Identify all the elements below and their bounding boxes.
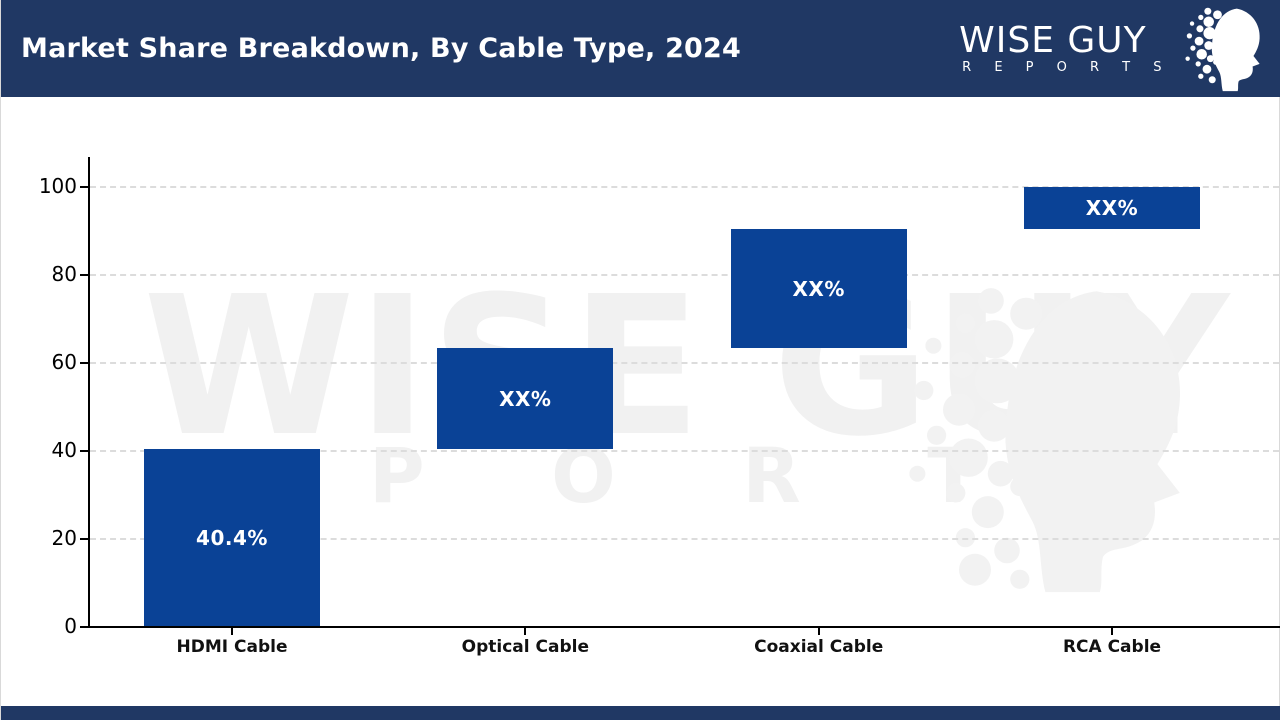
y-tick-20 xyxy=(80,538,88,540)
gridline-60 xyxy=(90,362,1279,364)
watermark-head-silhouette-icon xyxy=(909,288,1181,593)
y-tick-label-60: 60 xyxy=(51,350,77,374)
gridline-20 xyxy=(90,538,1279,540)
bar-hdmi-cable: 40.4% xyxy=(144,449,320,627)
y-tick-label-100: 100 xyxy=(38,174,77,198)
x-tick-0 xyxy=(231,628,233,635)
x-tick-3 xyxy=(1111,628,1113,635)
bar-coaxial-cable: XX% xyxy=(730,229,907,349)
y-tick-label-40: 40 xyxy=(51,438,77,462)
brand-logo: WISE GUY R E P O R T S xyxy=(959,6,1267,92)
chart-title: Market Share Breakdown, By Cable Type, 2… xyxy=(21,33,742,64)
y-axis-line xyxy=(88,157,90,628)
brand-name: WISE GUY xyxy=(959,19,1147,61)
x-category-label: Optical Cable xyxy=(461,637,589,657)
bar-optical-cable: XX% xyxy=(437,348,614,450)
head-silhouette-icon xyxy=(1185,7,1260,91)
x-tick-2 xyxy=(817,628,820,635)
bar-value-label: XX% xyxy=(792,276,845,301)
gridline-80 xyxy=(90,274,1279,276)
gridline-100 xyxy=(90,186,1279,188)
y-tick-0 xyxy=(80,626,88,628)
bar-value-label: 40.4% xyxy=(196,526,268,551)
header-bar: Market Share Breakdown, By Cable Type, 2… xyxy=(1,0,1280,97)
x-axis-line xyxy=(88,626,1280,628)
y-tick-label-80: 80 xyxy=(51,262,77,286)
y-tick-60 xyxy=(80,362,88,364)
x-category-label: RCA Cable xyxy=(1062,637,1162,657)
y-tick-label-0: 0 xyxy=(64,614,77,638)
footer-bar xyxy=(1,706,1280,720)
x-category-label: Coaxial Cable xyxy=(754,637,884,657)
gridline-40 xyxy=(90,450,1279,452)
y-tick-80 xyxy=(80,274,88,276)
x-category-label: HDMI Cable xyxy=(176,637,288,657)
y-tick-40 xyxy=(80,450,88,452)
y-tick-label-20: 20 xyxy=(51,526,77,550)
brand-logo-text: WISE GUY R E P O R T S xyxy=(959,19,1171,76)
y-tick-100 xyxy=(80,186,88,188)
bar-rca-cable: XX% xyxy=(1024,187,1200,230)
bar-value-label: XX% xyxy=(499,386,552,411)
bar-value-label: XX% xyxy=(1085,196,1139,221)
brand-subname: R E P O R T S xyxy=(962,60,1171,76)
x-tick-1 xyxy=(524,628,527,635)
